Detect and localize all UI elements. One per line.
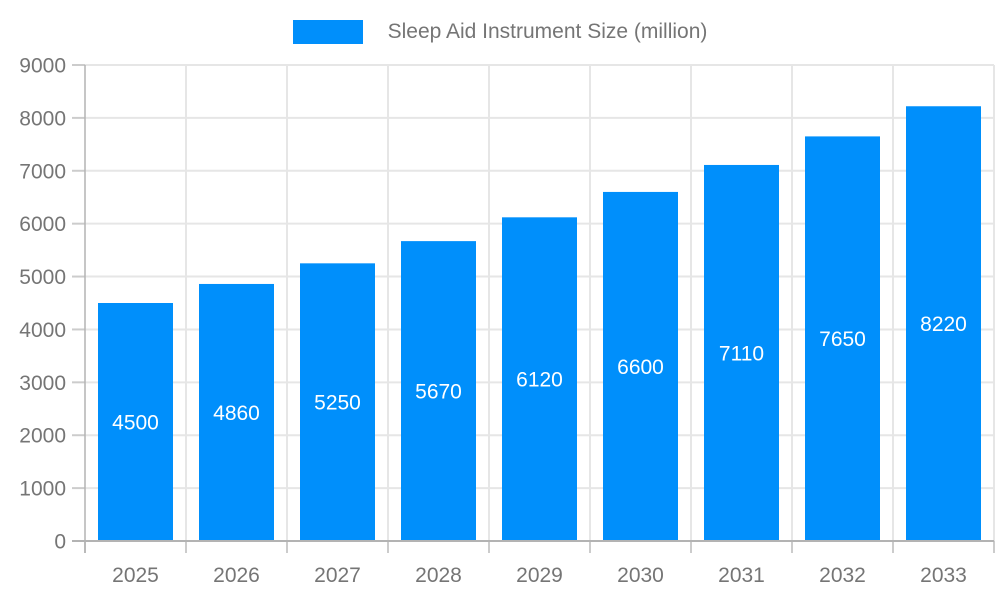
x-axis-label: 2029: [516, 564, 563, 587]
bar-value-label: 6120: [516, 369, 563, 392]
bar-value-label: 4860: [213, 402, 260, 425]
x-axis-label: 2033: [920, 564, 967, 587]
y-axis-label: 5000: [19, 266, 66, 289]
bar-2032[interactable]: [805, 136, 880, 541]
x-axis-label: 2027: [314, 564, 361, 587]
bar-value-label: 6600: [617, 356, 664, 379]
bar-2029[interactable]: [502, 217, 577, 541]
bar-2026[interactable]: [199, 283, 274, 541]
y-axis-label: 2000: [19, 425, 66, 448]
y-axis-label: 0: [54, 531, 66, 554]
bar-2031[interactable]: [704, 164, 779, 541]
bar-value-label: 5670: [415, 381, 462, 404]
bar-2025[interactable]: [98, 303, 173, 541]
bar-2028[interactable]: [401, 241, 476, 541]
bar-2027[interactable]: [300, 263, 375, 541]
bar-value-label: 8220: [920, 313, 967, 336]
legend[interactable]: Sleep Aid Instrument Size (million): [0, 20, 1000, 44]
y-axis-label: 9000: [19, 55, 66, 78]
x-axis-label: 2026: [213, 564, 260, 587]
y-axis-label: 3000: [19, 372, 66, 395]
y-axis-label: 4000: [19, 319, 66, 342]
bar-value-label: 5250: [314, 392, 361, 415]
bar-value-label: 7110: [719, 342, 764, 365]
y-axis-label: 1000: [19, 478, 66, 501]
legend-label: Sleep Aid Instrument Size (million): [387, 20, 708, 43]
x-axis-label: 2030: [617, 564, 664, 587]
x-axis-label: 2028: [415, 564, 462, 587]
bar-value-label: 7650: [819, 328, 866, 351]
y-axis-label: 7000: [19, 160, 66, 183]
bar-value-label: 4500: [112, 412, 159, 435]
bar-2030[interactable]: [603, 191, 678, 541]
y-axis-label: 6000: [19, 213, 66, 236]
y-axis-label: 8000: [19, 107, 66, 130]
bar-2033[interactable]: [906, 106, 981, 542]
x-axis-label: 2032: [819, 564, 866, 587]
x-axis-label: 2031: [718, 564, 765, 587]
x-axis-label: 2025: [112, 564, 159, 587]
legend-swatch: [292, 20, 363, 44]
